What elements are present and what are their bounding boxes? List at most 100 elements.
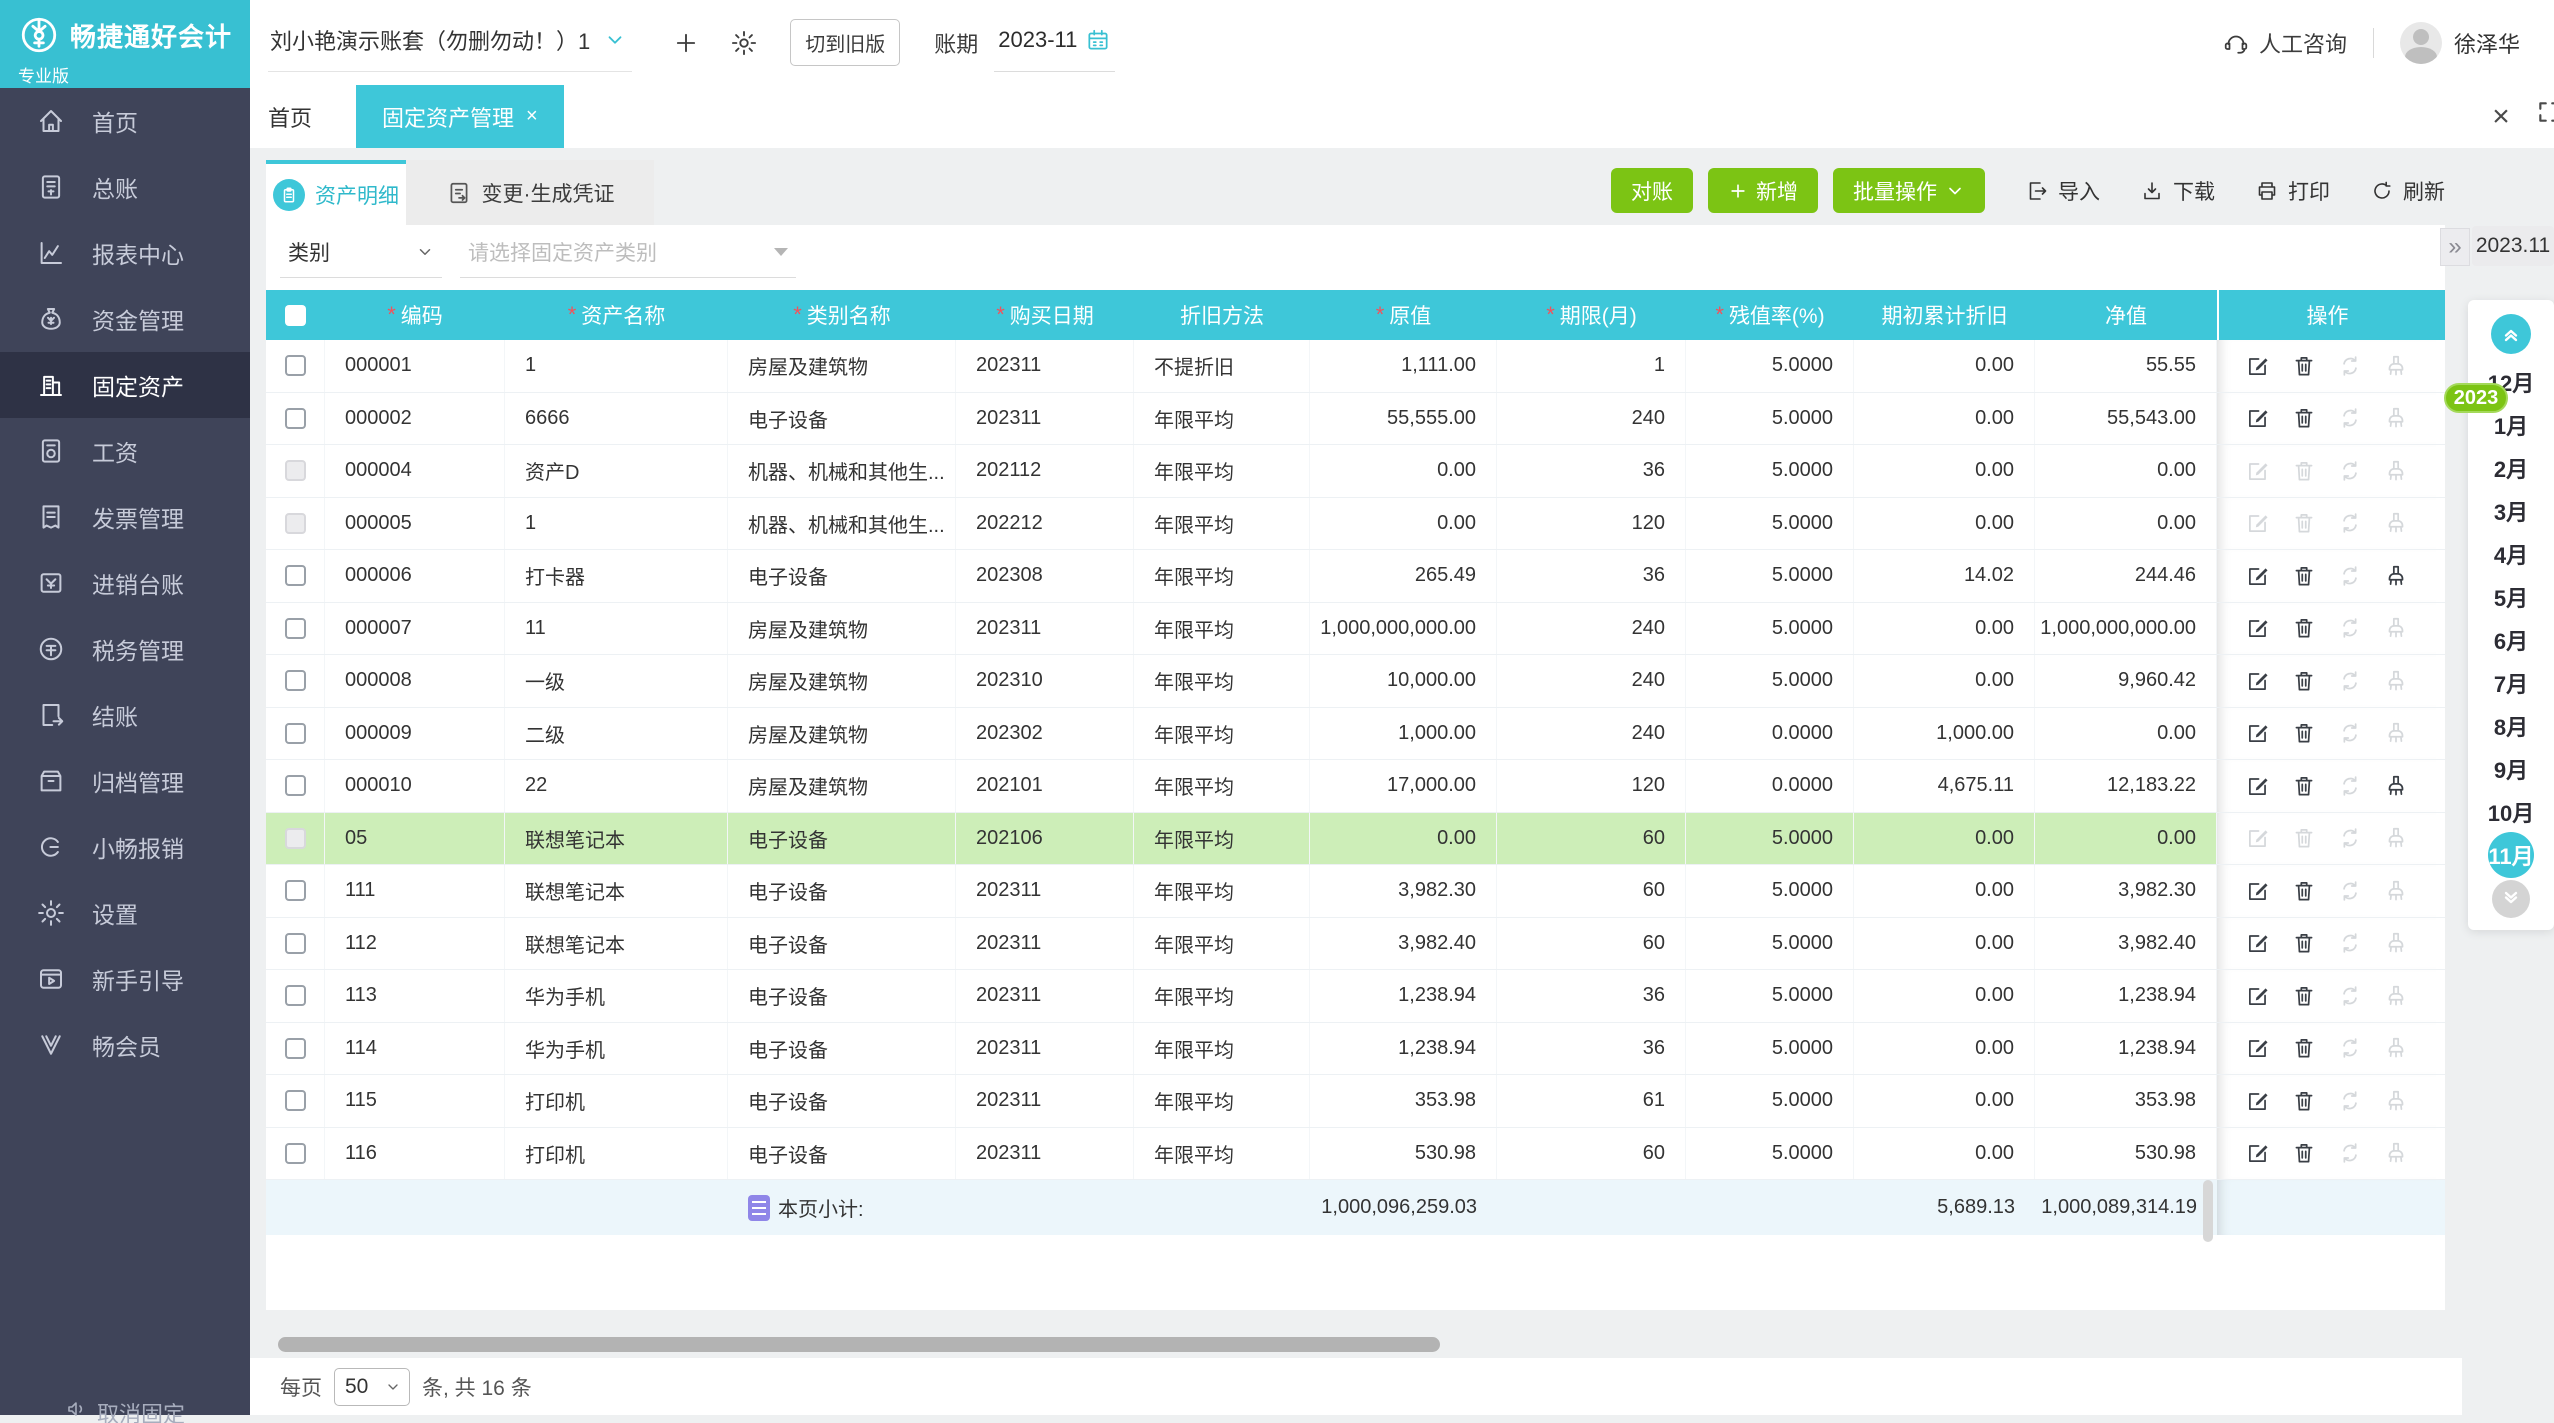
edit-icon[interactable] [2245,353,2271,379]
tab-close-icon[interactable]: × [526,105,538,127]
account-switcher[interactable]: 刘小艳演示账套（勿删勿动！）1 [268,14,633,72]
trash-icon[interactable] [2291,563,2317,589]
row-checkbox[interactable] [284,880,306,902]
vertical-scrollbar[interactable] [2203,1180,2213,1242]
clean-icon[interactable] [2383,563,2409,589]
trash-icon[interactable] [2291,878,2317,904]
rail-collapse-handle[interactable]: » [2440,228,2470,266]
month-item[interactable]: 11月 [2468,831,2554,878]
sidebar-item-reimburse[interactable]: 小畅报销 [0,814,250,880]
print-button[interactable]: 打印 [2255,176,2330,206]
sidebar-item-settle[interactable]: 结账 [0,682,250,748]
edit-icon[interactable] [2245,773,2271,799]
tab-asset-detail[interactable]: 资产明细 [266,160,406,225]
page-size-select[interactable]: 50 [334,1367,410,1406]
switch-old-version-button[interactable]: 切到旧版 [790,19,901,66]
sidebar-item-gear[interactable]: 设置 [0,880,250,946]
sidebar-item-asset[interactable]: 固定资产 [0,352,250,418]
row-checkbox[interactable] [284,985,306,1007]
row-checkbox[interactable] [284,775,306,797]
edit-icon[interactable] [2245,1035,2271,1061]
edit-icon[interactable] [2245,930,2271,956]
close-icon[interactable]: × [2478,85,2524,148]
month-item[interactable]: 10月 [2487,800,2535,826]
sidebar-item-fund[interactable]: 资金管理 [0,286,250,352]
unpin-control[interactable]: 取消固定 [65,1397,185,1423]
month-item[interactable]: 6月 [2493,628,2529,654]
support-button[interactable]: 人工咨询 [2223,27,2347,59]
horizontal-scrollbar[interactable] [278,1337,1440,1352]
row-checkbox[interactable] [284,1090,306,1112]
month-item[interactable]: 1月 [2493,413,2529,439]
trash-icon[interactable] [2291,1140,2317,1166]
trash-icon[interactable] [2291,983,2317,1009]
row-checkbox[interactable] [284,670,306,692]
trash-icon[interactable] [2291,668,2317,694]
select-all-checkbox[interactable] [285,304,306,326]
edit-icon[interactable] [2245,878,2271,904]
row-checkbox[interactable] [284,1037,306,1059]
sidebar-item-home[interactable]: 首页 [0,88,250,154]
edit-icon[interactable] [2245,405,2271,431]
sidebar-item-guide[interactable]: 新手引导 [0,946,250,1012]
clean-icon[interactable] [2383,773,2409,799]
row-checkbox[interactable] [284,722,306,744]
edit-icon[interactable] [2245,983,2271,1009]
filter-category-select[interactable]: 请选择固定资产类别 [460,237,796,278]
trash-icon[interactable] [2291,405,2317,431]
gear-icon[interactable] [730,29,758,57]
sidebar-item-invoice[interactable]: 发票管理 [0,484,250,550]
cell-asset-name: 一级 [505,655,728,707]
month-item[interactable]: 9月 [2493,757,2529,783]
sidebar-item-tax[interactable]: 税务管理 [0,616,250,682]
row-checkbox[interactable] [284,617,306,639]
download-button[interactable]: 下载 [2140,176,2215,206]
edit-icon[interactable] [2245,668,2271,694]
row-checkbox[interactable] [284,932,306,954]
sidebar-item-report[interactable]: 报表中心 [0,220,250,286]
filter-type-select[interactable]: 类别 [280,237,442,278]
months-scroll-up-button[interactable] [2491,314,2531,354]
trash-icon[interactable] [2291,930,2317,956]
sidebar-item-payroll[interactable]: 工资 [0,418,250,484]
新增-button[interactable]: 新增 [1708,168,1818,213]
tab-fixed-assets[interactable]: 固定资产管理 × [356,85,564,148]
month-item[interactable]: 5月 [2493,585,2529,611]
sidebar-item-purchase[interactable]: 进销台账 [0,550,250,616]
edit-icon[interactable] [2245,615,2271,641]
month-item[interactable]: 4月 [2493,542,2529,568]
tab-change-voucher[interactable]: 变更·生成凭证 [406,160,654,225]
对账-button[interactable]: 对账 [1611,168,1693,213]
cell-net-value: 55.55 [2035,340,2217,392]
trash-icon[interactable] [2291,615,2317,641]
sidebar-item-archive[interactable]: 归档管理 [0,748,250,814]
trash-icon[interactable] [2291,1035,2317,1061]
row-checkbox[interactable] [284,1142,306,1164]
user-menu[interactable]: 徐泽华 [2399,21,2520,64]
edit-icon[interactable] [2245,1140,2271,1166]
trash-icon[interactable] [2291,353,2317,379]
row-checkbox[interactable] [284,565,306,587]
period-picker[interactable]: 2023-11 [994,14,1116,72]
edit-icon[interactable] [2245,563,2271,589]
import-button[interactable]: 导入 [2025,176,2100,206]
sidebar-item-ledger[interactable]: 总账 [0,154,250,220]
trash-icon[interactable] [2291,773,2317,799]
trash-icon[interactable] [2291,1088,2317,1114]
trash-icon[interactable] [2291,720,2317,746]
edit-icon[interactable] [2245,720,2271,746]
add-account-icon[interactable] [672,29,700,57]
month-item[interactable]: 3月 [2493,499,2529,525]
sidebar-item-member[interactable]: 畅会员 [0,1012,250,1078]
row-checkbox[interactable] [284,407,306,429]
批量操作-button[interactable]: 批量操作 [1833,168,1985,213]
refresh-button[interactable]: 刷新 [2370,176,2445,206]
month-item[interactable]: 2月 [2493,456,2529,482]
tab-home[interactable]: 首页 [268,105,313,131]
expand-icon[interactable] [2536,99,2554,135]
months-scroll-down-button[interactable] [2492,880,2530,918]
month-item[interactable]: 7月 [2493,671,2529,697]
month-item[interactable]: 8月 [2493,714,2529,740]
row-checkbox[interactable] [284,355,306,377]
edit-icon[interactable] [2245,1088,2271,1114]
